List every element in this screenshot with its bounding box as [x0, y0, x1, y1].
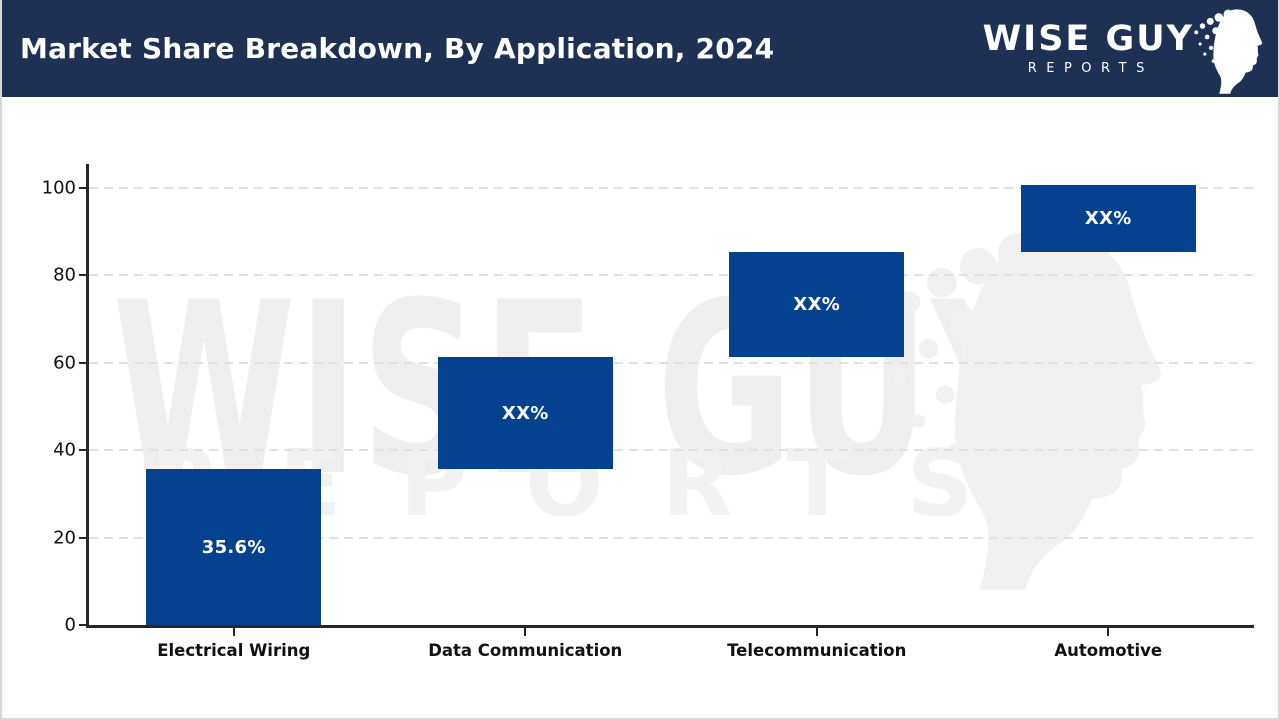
- bar-automotive: XX%: [1020, 185, 1196, 252]
- y-axis-line: [86, 164, 89, 628]
- bar-value-label: XX%: [793, 293, 841, 315]
- bar-telecommunication: XX%: [729, 251, 905, 357]
- logo-subtext: REPORTS: [1027, 60, 1154, 76]
- y-axis-tick: [79, 361, 87, 364]
- logo-text: WISE GUY REPORTS: [983, 20, 1194, 76]
- x-axis-tick: [815, 628, 818, 636]
- logo-head-icon: [1190, 7, 1268, 95]
- gridline-40: [89, 449, 1254, 451]
- y-axis-tick: [79, 186, 87, 189]
- logo-wordmark: WISE GUY: [982, 19, 1194, 59]
- gridline-20: [89, 536, 1254, 539]
- x-axis-tick: [232, 628, 235, 636]
- bar-electrical-wiring: 35.6%: [146, 469, 322, 625]
- wise-guy-reports-logo: WISE GUY REPORTS: [983, 4, 1268, 95]
- bar-value-label: XX%: [1084, 208, 1132, 230]
- y-axis-tick: [79, 449, 87, 451]
- x-axis-category-label: Electrical Wiring: [157, 641, 311, 660]
- x-axis-tick: [524, 628, 527, 636]
- x-axis-category-label: Telecommunication: [727, 641, 907, 660]
- bar-value-label: 35.6%: [201, 536, 266, 558]
- x-axis-tick: [1107, 628, 1110, 636]
- y-axis-tick-label: 60: [53, 352, 76, 373]
- y-axis-tick-label: 0: [64, 614, 76, 636]
- page-title: Market Share Breakdown, By Application, …: [20, 32, 775, 65]
- header-band: Market Share Breakdown, By Application, …: [0, 0, 1280, 97]
- y-axis-tick-label: 100: [41, 177, 76, 198]
- x-axis-category-label: Data Communication: [428, 641, 623, 660]
- gridline-80: [89, 274, 1254, 276]
- x-axis-line: [86, 625, 1254, 628]
- y-axis-tick-label: 40: [53, 439, 76, 461]
- y-axis-tick-label: 80: [53, 264, 76, 286]
- gridline-100: [89, 186, 1254, 189]
- bar-value-label: XX%: [501, 402, 549, 424]
- bar-data-communication: XX%: [437, 356, 613, 470]
- y-axis-tick: [79, 274, 87, 276]
- x-axis-category-label: Automotive: [1054, 641, 1163, 660]
- gridline-60: [89, 361, 1254, 364]
- y-axis-tick-label: 20: [53, 527, 76, 548]
- y-axis-tick: [79, 624, 87, 626]
- y-axis-tick: [79, 536, 87, 539]
